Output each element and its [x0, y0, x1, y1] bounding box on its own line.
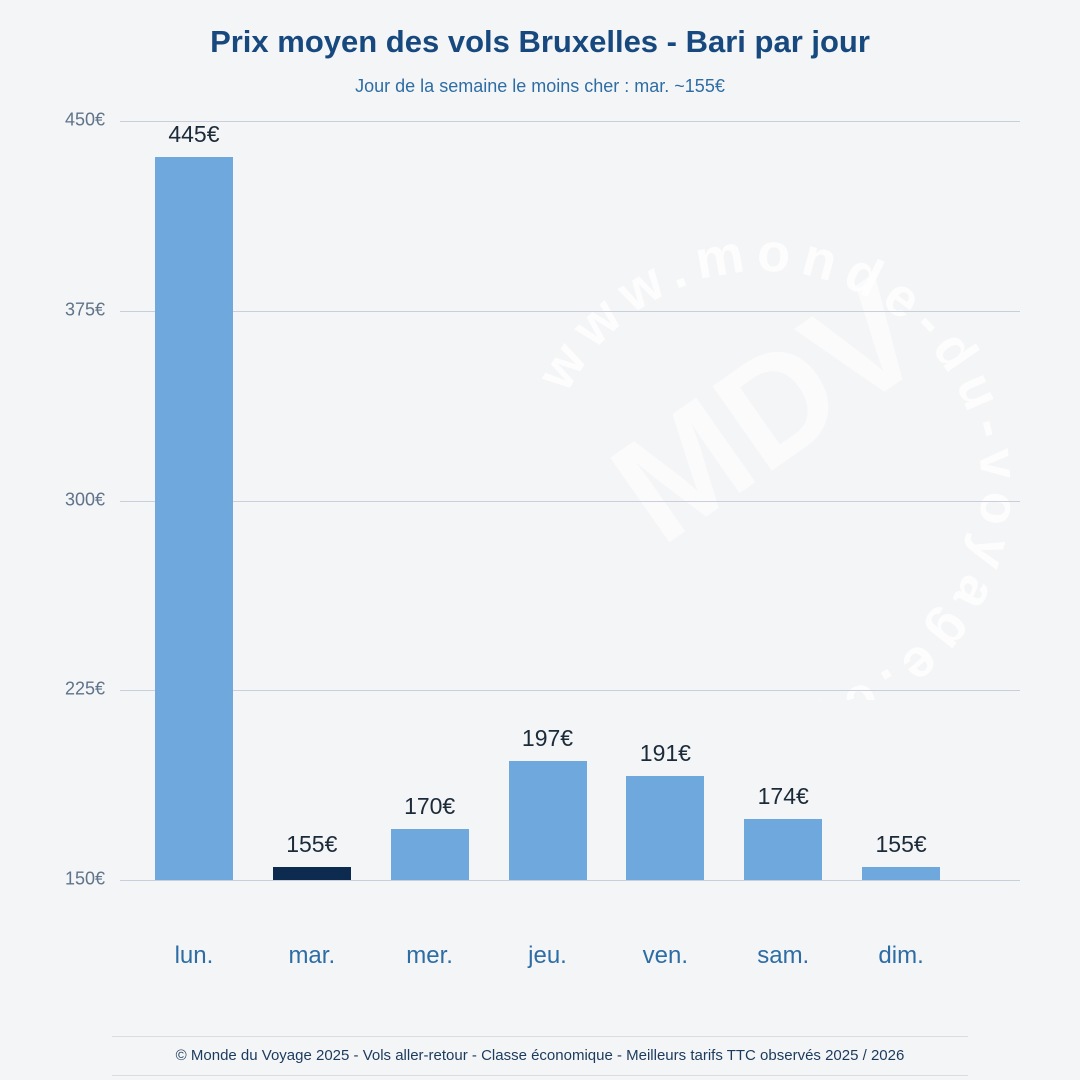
bar-group: 174€: [724, 121, 842, 880]
bar-ven: [626, 776, 705, 880]
plot-area: 450€ 375€ 300€ 225€ 150€ 445€ 155€ 170€ 197€ 191…: [0, 109, 1080, 888]
bar-jeu: [508, 761, 587, 880]
bar-dim: [862, 867, 941, 880]
x-axis-label: jeu.: [528, 942, 567, 969]
bar-mer: [390, 829, 469, 880]
bar-value-label: 445€: [168, 121, 220, 147]
footer: © Monde du Voyage 2025 - Vols aller-reto…: [112, 1036, 968, 1076]
bar-value-label: 197€: [521, 725, 574, 752]
footer-text: © Monde du Voyage 2025 - Vols aller-reto…: [175, 1047, 905, 1064]
bar-value-label: 174€: [757, 783, 809, 810]
bar-mar: [272, 867, 351, 880]
bar-group: 445€: [135, 121, 253, 880]
bar-group: 197€: [489, 121, 607, 880]
x-axis-labels: lun. mar. mer. jeu. ven. sam. dim.: [135, 942, 960, 970]
bar-value-label: 155€: [286, 831, 338, 858]
chart-title: Prix moyen des vols Bruxelles - Bari par…: [210, 24, 870, 59]
x-axis-label: mar.: [288, 942, 336, 969]
x-axis-label: ven.: [642, 942, 689, 969]
y-axis-tick-label: 450€: [64, 109, 105, 130]
bar-sam: [744, 819, 823, 880]
bar-value-label: 155€: [875, 831, 927, 858]
bar-group: 155€: [842, 121, 960, 880]
gridline: [120, 690, 1020, 692]
chart-subtitle: Jour de la semaine le moins cher : mar. …: [355, 76, 725, 96]
y-axis-tick-label: 300€: [64, 488, 105, 509]
x-axis-label: mer.: [406, 942, 453, 969]
gridline: [120, 121, 1020, 122]
y-axis-tick-label: 150€: [64, 868, 105, 889]
bar-group: 170€: [371, 121, 489, 880]
bar-lun: [154, 157, 233, 880]
x-axis-label: sam.: [757, 942, 810, 969]
y-axis-tick-label: 225€: [64, 678, 105, 699]
gridline: [120, 880, 1020, 881]
bars: 445€ 155€ 170€ 197€ 191€ 174€ 155€: [135, 121, 960, 880]
gridline: [120, 500, 1020, 502]
x-axis-label: lun.: [174, 942, 214, 969]
bar-value-label: 170€: [404, 793, 456, 820]
bar-group: 191€: [606, 121, 724, 880]
y-axis-tick-label: 375€: [64, 299, 105, 320]
bar-group: 155€: [253, 121, 371, 880]
bar-value-label: 191€: [639, 740, 691, 767]
gridline: [120, 310, 1020, 312]
x-axis-label: dim.: [878, 942, 924, 969]
